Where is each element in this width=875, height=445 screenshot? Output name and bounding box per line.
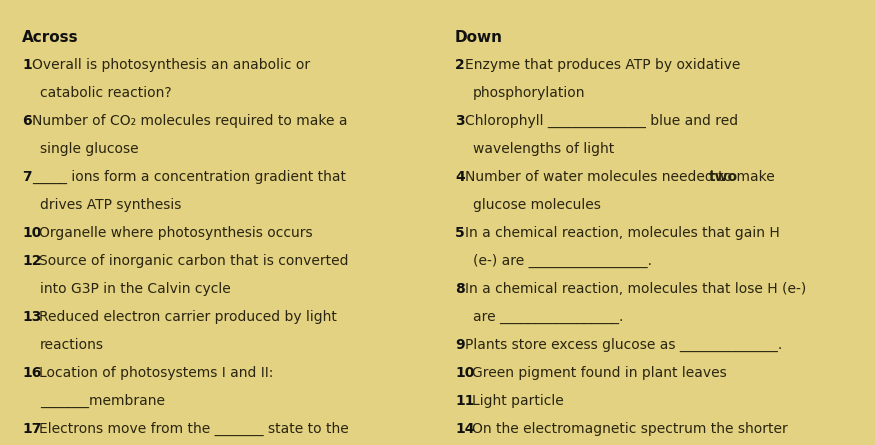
Text: On the electromagnetic spectrum the shorter: On the electromagnetic spectrum the shor… (473, 422, 788, 436)
Text: _______membrane: _______membrane (40, 394, 165, 408)
Text: Number of CO₂ molecules required to make a: Number of CO₂ molecules required to make… (32, 114, 347, 128)
Text: In a chemical reaction, molecules that lose H (e-): In a chemical reaction, molecules that l… (466, 282, 807, 296)
Text: Reduced electron carrier produced by light: Reduced electron carrier produced by lig… (39, 310, 337, 324)
Text: _____ ions form a concentration gradient that: _____ ions form a concentration gradient… (32, 170, 347, 184)
Text: 10: 10 (22, 226, 41, 240)
Text: 5: 5 (455, 226, 465, 240)
Text: wavelengths of light: wavelengths of light (473, 142, 614, 156)
Text: phosphorylation: phosphorylation (473, 86, 585, 100)
Text: In a chemical reaction, molecules that gain H: In a chemical reaction, molecules that g… (466, 226, 780, 240)
Text: 12: 12 (22, 254, 41, 268)
Text: catabolic reaction?: catabolic reaction? (40, 86, 172, 100)
Text: 11: 11 (455, 394, 474, 408)
Text: Green pigment found in plant leaves: Green pigment found in plant leaves (473, 366, 727, 380)
Text: (e-) are _________________.: (e-) are _________________. (473, 254, 652, 268)
Text: Number of water molecules needed to make: Number of water molecules needed to make (466, 170, 780, 184)
Text: 4: 4 (455, 170, 465, 184)
Text: Light particle: Light particle (473, 394, 564, 408)
Text: Source of inorganic carbon that is converted: Source of inorganic carbon that is conve… (39, 254, 349, 268)
Text: 2: 2 (455, 58, 465, 72)
Text: Plants store excess glucose as ______________.: Plants store excess glucose as _________… (466, 338, 782, 352)
Text: 3: 3 (455, 114, 465, 128)
Text: Across: Across (22, 30, 79, 45)
Text: are _________________.: are _________________. (473, 310, 623, 324)
Text: 8: 8 (455, 282, 465, 296)
Text: Location of photosystems I and II:: Location of photosystems I and II: (39, 366, 274, 380)
Text: Enzyme that produces ATP by oxidative: Enzyme that produces ATP by oxidative (466, 58, 740, 72)
Text: 13: 13 (22, 310, 41, 324)
Text: 1: 1 (22, 58, 31, 72)
Text: 7: 7 (22, 170, 31, 184)
Text: drives ATP synthesis: drives ATP synthesis (40, 198, 181, 212)
Text: Organelle where photosynthesis occurs: Organelle where photosynthesis occurs (39, 226, 313, 240)
Text: 17: 17 (22, 422, 41, 436)
Text: Down: Down (455, 30, 503, 45)
Text: 14: 14 (455, 422, 474, 436)
Text: two: two (709, 170, 738, 184)
Text: glucose molecules: glucose molecules (473, 198, 601, 212)
Text: 16: 16 (22, 366, 41, 380)
Text: 9: 9 (455, 338, 465, 352)
Text: into G3P in the Calvin cycle: into G3P in the Calvin cycle (40, 282, 231, 296)
Text: Chlorophyll ______________ blue and red: Chlorophyll ______________ blue and red (466, 114, 738, 128)
Text: 10: 10 (455, 366, 474, 380)
Text: single glucose: single glucose (40, 142, 138, 156)
Text: Overall is photosynthesis an anabolic or: Overall is photosynthesis an anabolic or (32, 58, 311, 72)
Text: reactions: reactions (40, 338, 104, 352)
Text: 6: 6 (22, 114, 31, 128)
Text: Electrons move from the _______ state to the: Electrons move from the _______ state to… (39, 422, 349, 436)
